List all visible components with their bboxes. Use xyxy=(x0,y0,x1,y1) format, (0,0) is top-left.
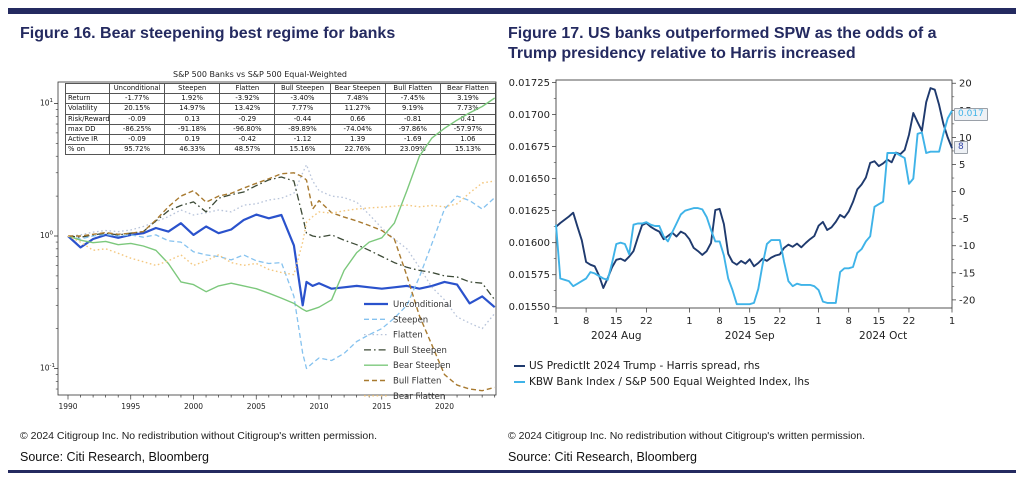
legend-item-kbw: KBW Bank Index / S&P 500 Equal Weighted … xyxy=(514,374,809,390)
rhs-tick-label: -20 xyxy=(959,295,975,306)
x-tick-label: 1 xyxy=(815,316,821,327)
rhs-tick-label: 20 xyxy=(959,79,972,90)
legend-label: Flatten xyxy=(393,331,423,341)
last-value-callout-spread: 8 xyxy=(954,141,968,155)
fig16-legend: Unconditional Steepen Flatten Bull Steepen B… xyxy=(364,300,451,402)
x-tick-label: 2000 xyxy=(184,402,203,411)
x-tick-label: 22 xyxy=(773,316,786,327)
fig16-series xyxy=(67,97,496,392)
fig16-axes: 101 100 10-1 1990 1995 2000 2005 2010 2015 2020 xyxy=(40,81,497,411)
x-tick-label: 15 xyxy=(872,316,885,327)
table-header-cell: Bear Flatten xyxy=(439,82,497,95)
lhs-tick-label: 0.01650 xyxy=(509,174,550,185)
figure16-section: Figure 16. Bear steepening best regime f… xyxy=(20,14,500,466)
legend-label: Steepen xyxy=(393,315,428,325)
figure17-plot-svg: 0.01550 0.01575 0.01600 0.01625 0.01650 0.016… xyxy=(509,78,976,342)
month-label: 2024 Sep xyxy=(725,330,775,342)
x-tick-label: 15 xyxy=(743,316,756,327)
lhs-tick-label: 0.01575 xyxy=(509,270,550,281)
lhs-tick-label: 0.01725 xyxy=(509,78,550,89)
series-line-unconditional xyxy=(67,213,496,309)
x-tick-label: 1990 xyxy=(58,402,77,411)
series-line-kbw_ratio xyxy=(555,110,953,306)
x-tick-label: 8 xyxy=(846,316,852,327)
figure17-section: Figure 17. US banks outperformed SPW as … xyxy=(508,14,1010,466)
last-value-callout-ratio: 0.017 xyxy=(954,107,988,121)
legend-item-spread: US PredictIt 2024 Trump - Harris spread,… xyxy=(514,358,809,374)
series-line-bull-flatten xyxy=(68,172,495,392)
rhs-tick-label: -5 xyxy=(959,214,969,225)
legend-label: Bear Flatten xyxy=(393,392,445,402)
figure17-copyright: © 2024 Citigroup Inc. No redistribution … xyxy=(508,430,865,442)
x-tick-label: 2010 xyxy=(309,402,328,411)
legend-label-kbw: KBW Bank Index / S&P 500 Equal Weighted … xyxy=(529,376,810,388)
y-tick-label: 101 xyxy=(40,98,53,108)
month-label: 2024 Oct xyxy=(859,330,907,342)
lhs-tick-label: 0.01700 xyxy=(509,110,550,121)
rhs-tick-label: 0 xyxy=(959,187,965,198)
x-tick-label: 8 xyxy=(583,316,589,327)
figure16-copyright: © 2024 Citigroup Inc. No redistribution … xyxy=(20,430,377,442)
x-tick-label: 1 xyxy=(553,316,559,327)
x-tick-label: 2005 xyxy=(247,402,266,411)
rhs-tick-label: -15 xyxy=(959,268,975,279)
series-line-bear-steepen xyxy=(67,97,496,313)
series-line-bear-flatten xyxy=(67,180,495,276)
figure16-source: Source: Citi Research, Bloomberg xyxy=(20,450,209,464)
rhs-tick-label: 10 xyxy=(959,133,972,144)
legend-label: Bull Steepen xyxy=(393,346,447,356)
figure17-title-line2: Trump presidency relative to Harris incr… xyxy=(508,45,856,62)
table-cell: 1.06 xyxy=(439,134,497,146)
regime-stats-table: Unconditional Steepen Flatten Bull Steepen B… xyxy=(65,82,497,156)
figure17-source: Source: Citi Research, Bloomberg xyxy=(508,450,697,464)
x-tick-label: 1995 xyxy=(121,402,140,411)
legend-label: Bear Steepen xyxy=(393,361,451,371)
figure17-title-line1: Figure 17. US banks outperformed SPW as … xyxy=(508,25,937,42)
series-line-spread xyxy=(555,87,953,289)
figure17-chart: 0.01550 0.01575 0.01600 0.01625 0.01650 0.016… xyxy=(508,70,1010,356)
table-cell: 3.19% xyxy=(439,93,497,105)
x-tick-label: 8 xyxy=(716,316,722,327)
table-cell: -57.97% xyxy=(439,123,497,136)
kbw-line-marker xyxy=(514,380,525,384)
fig17-axes: 0.01550 0.01575 0.01600 0.01625 0.01650 0.016… xyxy=(509,78,976,342)
top-rule xyxy=(8,8,1016,14)
month-label: 2024 Aug xyxy=(591,330,642,342)
figure16-chart-title: S&P 500 Banks vs S&P 500 Equal-Weighted xyxy=(172,70,347,79)
lhs-tick-label: 0.01600 xyxy=(509,238,550,249)
spread-line-marker xyxy=(514,364,525,368)
bottom-rule xyxy=(8,470,1016,473)
figure17-legend: US PredictIt 2024 Trump - Harris spread,… xyxy=(514,358,809,390)
table-cell: 15.13% xyxy=(439,144,497,156)
x-tick-label: 22 xyxy=(903,316,916,327)
fig17-series xyxy=(555,87,953,306)
y-tick-label: 100 xyxy=(40,231,54,241)
lhs-tick-label: 0.01625 xyxy=(509,206,550,217)
x-tick-label: 22 xyxy=(640,316,653,327)
lhs-tick-label: 0.01675 xyxy=(509,142,550,153)
legend-label: Bull Flatten xyxy=(393,377,441,387)
rhs-tick-label: -10 xyxy=(959,241,975,252)
lhs-tick-label: 0.01550 xyxy=(509,302,550,313)
x-tick-label: 1 xyxy=(949,316,955,327)
series-line-flatten xyxy=(67,164,496,330)
figure17-title: Figure 17. US banks outperformed SPW as … xyxy=(508,24,937,64)
figure16-chart: S&P 500 Banks vs S&P 500 Equal-Weighted … xyxy=(20,70,500,430)
series-line-bull-steepen xyxy=(67,176,496,301)
legend-label: Unconditional xyxy=(393,300,451,310)
x-tick-label: 15 xyxy=(610,316,623,327)
x-tick-label: 2020 xyxy=(435,402,454,411)
x-tick-label: 2015 xyxy=(372,402,391,411)
figure16-title: Figure 16. Bear steepening best regime f… xyxy=(20,25,396,42)
y-tick-label: 10-1 xyxy=(40,363,55,373)
rhs-tick-label: 5 xyxy=(959,160,965,171)
series-line-steepen xyxy=(67,195,496,370)
x-tick-label: 1 xyxy=(686,316,692,327)
legend-label-spread: US PredictIt 2024 Trump - Harris spread,… xyxy=(529,360,760,372)
